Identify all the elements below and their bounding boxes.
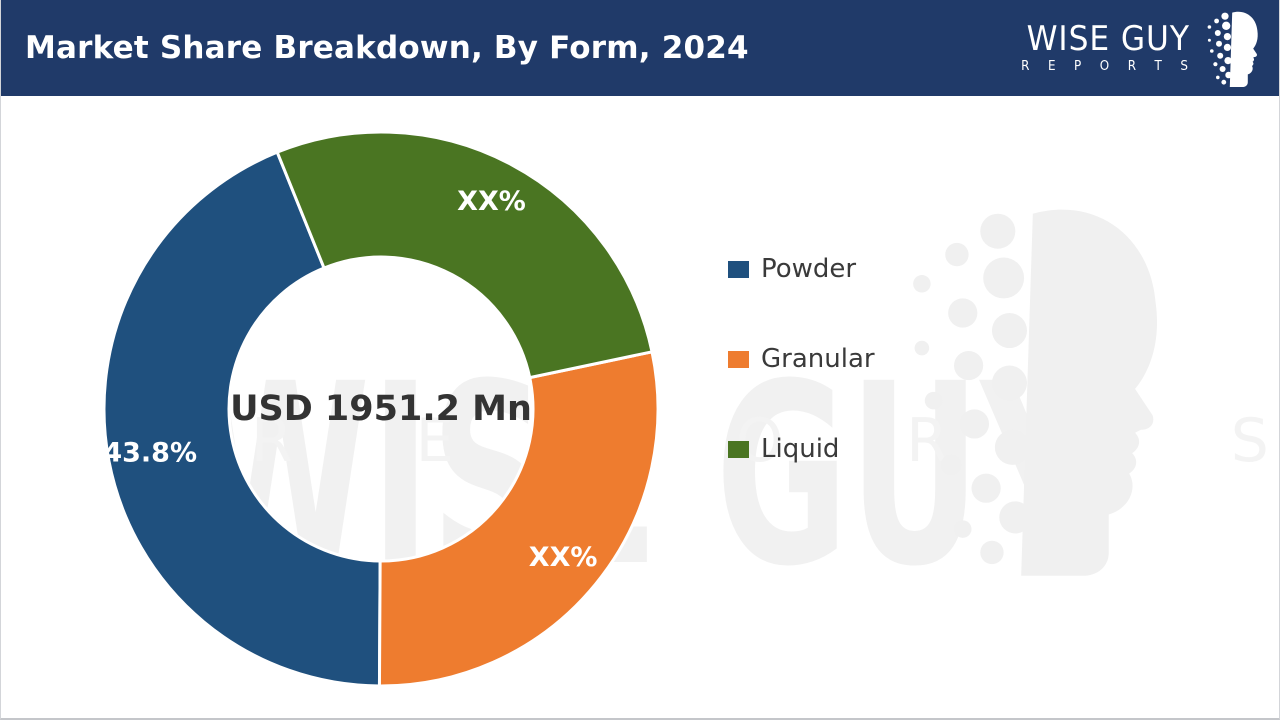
- chart-area: WISE GUY R E P O R T S 43.8% XX% XX% USD 1…: [1, 96, 1279, 718]
- header-bar: Market Share Breakdown, By Form, 2024 WI…: [1, 0, 1279, 96]
- chart-legend: Powder Granular Liquid: [728, 254, 875, 464]
- donut-center-value: USD 1951.2 Mn: [230, 389, 532, 429]
- logo-subtext: R E P O R T S: [1020, 59, 1195, 75]
- slice-label-powder: 43.8%: [103, 438, 197, 469]
- legend-label: Powder: [761, 254, 857, 284]
- legend-label: Liquid: [761, 434, 840, 464]
- legend-item-powder: Powder: [728, 254, 875, 284]
- legend-item-liquid: Liquid: [728, 434, 875, 464]
- pie-slice-granular: [377, 350, 660, 688]
- pie-slice-powder: [102, 150, 382, 688]
- slice-label-granular: XX%: [529, 542, 598, 573]
- legend-swatch-icon: [728, 440, 749, 458]
- head-profile-icon: [1207, 11, 1258, 87]
- legend-label: Granular: [761, 344, 875, 374]
- slice-label-liquid: XX%: [457, 186, 526, 217]
- pie-slice-liquid: [275, 130, 654, 380]
- legend-swatch-icon: [728, 350, 749, 368]
- logo-wordmark: WISE GUY: [1026, 18, 1190, 59]
- donut-chart: 43.8% XX% XX% USD 1951.2 Mn: [102, 130, 660, 688]
- donut-slices: [102, 130, 660, 688]
- donut-slice-labels: 43.8% XX% XX%: [103, 186, 597, 573]
- chart-title: Market Share Breakdown, By Form, 2024: [25, 30, 749, 66]
- wise-guy-logo: WISE GUY R E P O R T S: [1006, 9, 1261, 87]
- logo-wordmark-group: WISE GUY R E P O R T S: [1020, 18, 1195, 75]
- legend-item-granular: Granular: [728, 344, 875, 374]
- legend-swatch-icon: [728, 260, 749, 278]
